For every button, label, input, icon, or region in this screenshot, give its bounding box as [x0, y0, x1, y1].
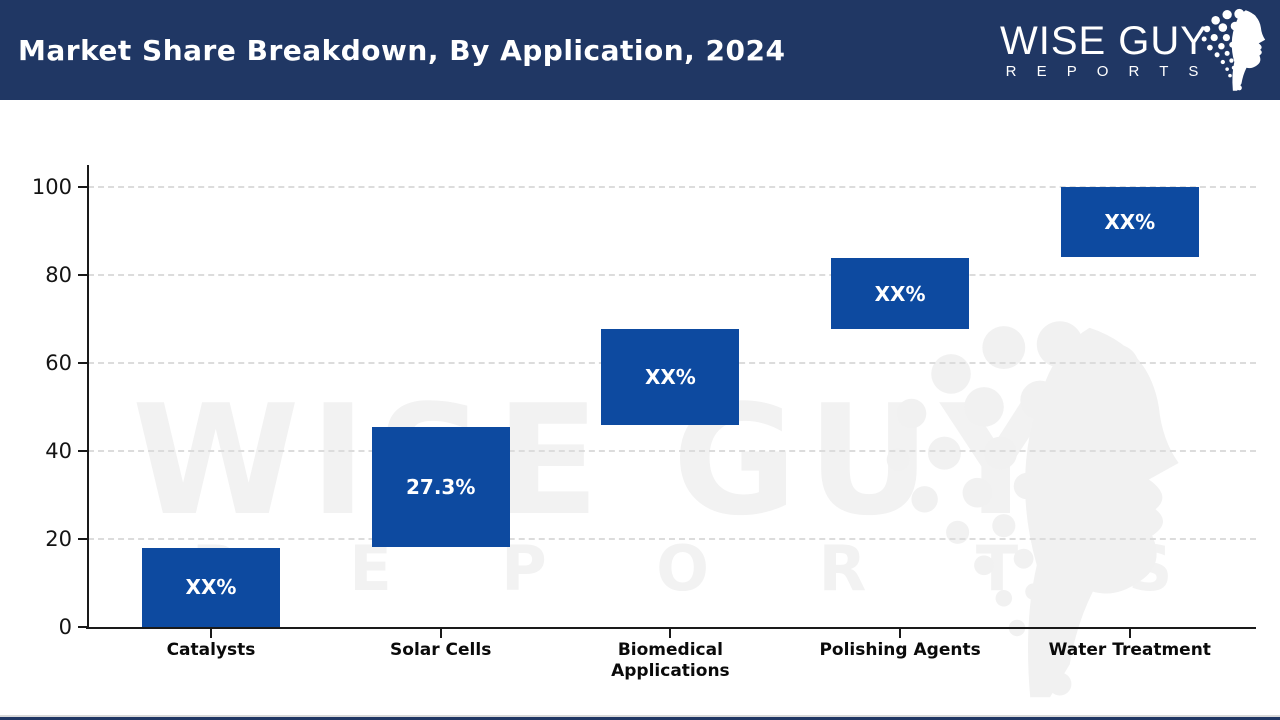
bar-value-label: XX%	[185, 575, 237, 600]
bar-segment: XX%	[1060, 187, 1199, 258]
x-axis	[86, 627, 1256, 629]
brand-name: WISE GUY	[999, 18, 1208, 63]
footer-divider	[0, 715, 1280, 717]
x-tick-mark	[210, 629, 212, 638]
chart-area: WISE GUY R E P O R T S 0 20 40 60 80 100 Catal…	[0, 100, 1280, 700]
x-tick-mark	[1128, 629, 1131, 638]
y-tick-label: 0	[58, 615, 72, 639]
x-axis-label: Solar Cells	[390, 640, 492, 660]
bar-value-label: XX%	[874, 281, 926, 306]
y-tick-label: 60	[45, 351, 72, 375]
y-tick-label: 100	[31, 175, 72, 199]
footer-bar	[0, 717, 1280, 720]
y-tick-mark	[78, 274, 88, 276]
page-title: Market Share Breakdown, By Application, …	[18, 33, 786, 67]
header-bar: Market Share Breakdown, By Application, …	[0, 0, 1280, 100]
brand-logo: WISE GUY R E P O R T S	[1000, 6, 1266, 94]
gridline	[88, 538, 1256, 540]
y-axis	[87, 165, 89, 629]
bar-value-label: 27.3%	[405, 474, 476, 499]
brand-wordmark: WISE GUY R E P O R T S	[1000, 21, 1208, 80]
y-tick-mark	[78, 450, 88, 452]
y-tick-mark	[78, 626, 88, 628]
wiseguy-head-icon	[1201, 8, 1266, 91]
x-axis-label: Biomedical Applications	[611, 640, 730, 682]
bar-segment: XX%	[142, 547, 280, 627]
y-tick-mark	[78, 538, 88, 540]
x-tick-mark	[439, 629, 442, 638]
y-tick-label: 80	[45, 263, 72, 287]
bar-value-label: XX%	[1104, 210, 1156, 235]
gridline	[88, 274, 1256, 276]
y-tick-mark	[78, 362, 88, 364]
bar-segment: XX%	[831, 258, 970, 330]
brand-subtitle: R E P O R T S	[1005, 62, 1207, 80]
x-axis-label: Polishing Agents	[819, 640, 981, 660]
bar-value-label: XX%	[644, 365, 696, 390]
gridline	[88, 186, 1256, 188]
bar-segment: XX%	[601, 329, 740, 426]
y-tick-mark	[78, 186, 88, 188]
x-axis-label: Water Treatment	[1048, 640, 1211, 660]
bar-segment: 27.3%	[371, 426, 510, 547]
x-axis-label: Catalysts	[166, 640, 256, 660]
y-tick-label: 20	[45, 527, 72, 551]
x-tick-mark	[899, 629, 902, 638]
gridline	[88, 450, 1256, 452]
x-tick-mark	[669, 629, 672, 638]
y-tick-label: 40	[45, 439, 72, 463]
